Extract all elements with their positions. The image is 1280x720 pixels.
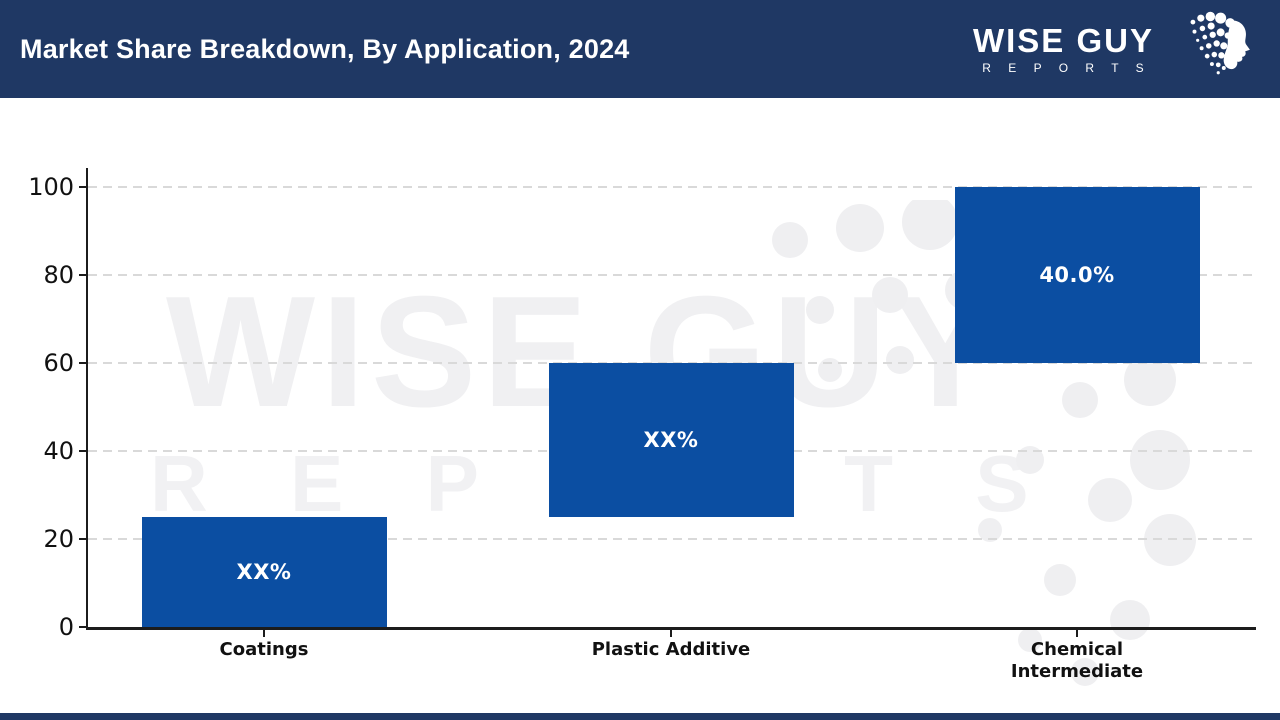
x-axis-spine [85, 627, 1256, 630]
bar-value-label-chemical-intermediate: 40.0% [1039, 263, 1115, 287]
page-title: Market Share Breakdown, By Application, … [20, 33, 630, 64]
y-tick-label-40: 40 [43, 437, 74, 465]
y-tick-mark-80 [79, 274, 87, 276]
gridline-80 [88, 274, 1256, 276]
gridline-20 [88, 538, 1256, 540]
gridline-100 [88, 186, 1256, 188]
wiseguy-logo: WISE GUY R E P O R T S [973, 11, 1252, 87]
footer-bar [0, 713, 1280, 720]
header-bar: Market Share Breakdown, By Application, … [0, 0, 1280, 98]
y-tick-label-60: 60 [43, 349, 74, 377]
logo-wordmark-top: WISE GUY [972, 22, 1154, 59]
x-tick-label-plastic-additive: Plastic Additive [591, 639, 751, 660]
wiseguy-face-icon [1190, 11, 1250, 75]
bar-chemical-intermediate: 40.0% [954, 187, 1200, 363]
y-tick-label-80: 80 [43, 261, 74, 289]
y-tick-mark-100 [79, 186, 87, 188]
y-tick-label-0: 0 [58, 613, 74, 641]
y-tick-label-100: 100 [28, 173, 74, 201]
y-tick-mark-20 [79, 538, 87, 540]
x-tick-mark-plastic-additive [670, 629, 672, 637]
y-tick-mark-40 [79, 450, 87, 452]
y-tick-mark-0 [79, 626, 87, 628]
x-tick-label-coatings: Coatings [219, 639, 309, 660]
y-tick-label-20: 20 [43, 525, 74, 553]
logo-wordmark: WISE GUY R E P O R T S [973, 24, 1154, 74]
logo-wordmark-bottom: R E P O R T S [982, 61, 1151, 75]
bar-value-label-coatings: XX% [236, 560, 292, 584]
y-axis-spine [85, 168, 88, 630]
x-tick-mark-chemical-intermediate [1076, 629, 1078, 637]
bar-plastic-additive: XX% [548, 363, 794, 517]
bar-coatings: XX% [141, 517, 387, 627]
bar-value-label-plastic-additive: XX% [643, 428, 699, 452]
x-tick-label-chemical-intermediate: Chemical Intermediate [1010, 639, 1144, 682]
x-tick-mark-coatings [263, 629, 265, 637]
y-tick-mark-60 [79, 362, 87, 364]
